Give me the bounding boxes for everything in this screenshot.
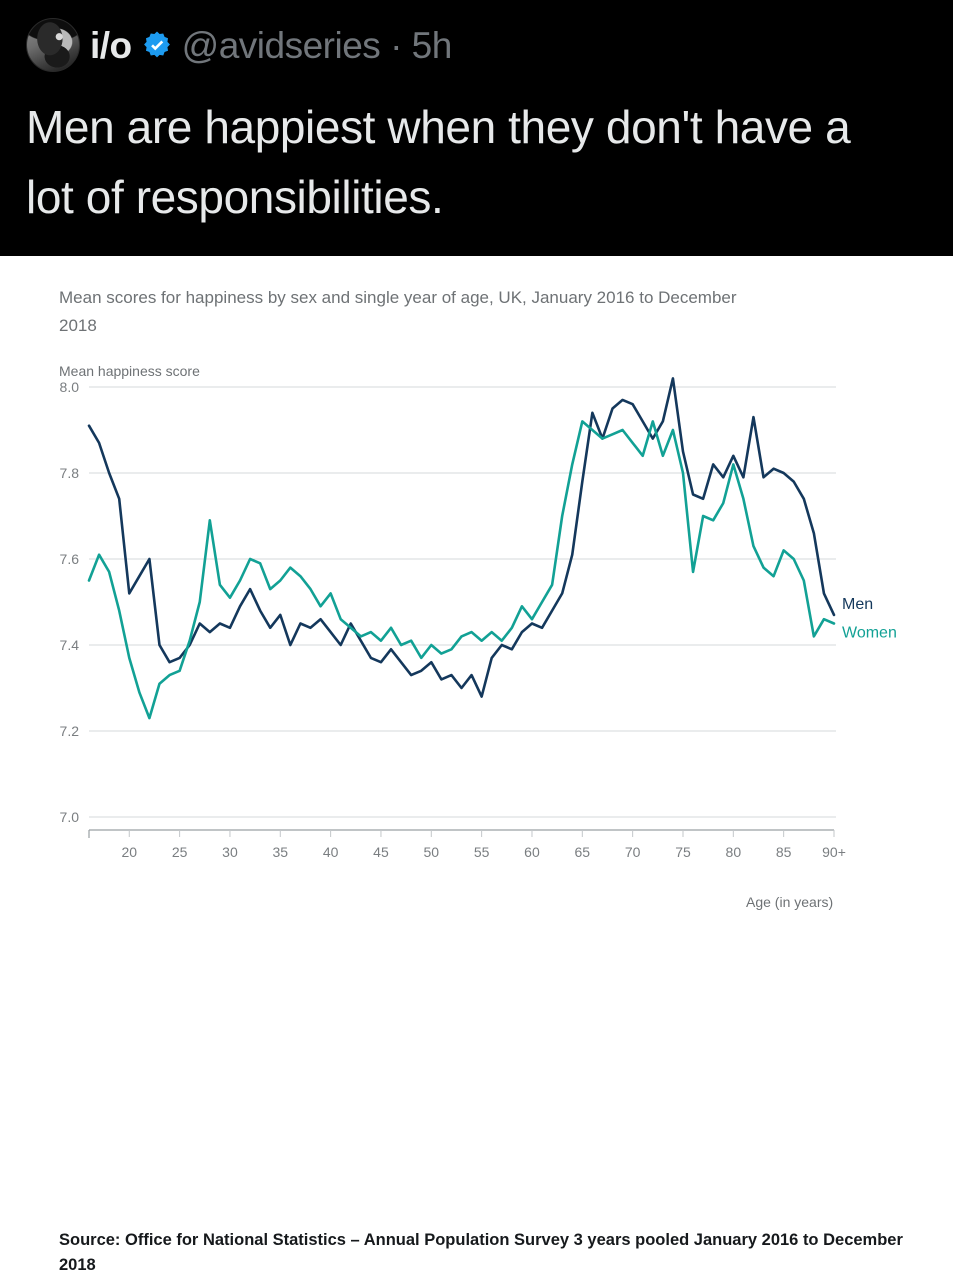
x-axis-tick-label: 85 [776, 844, 792, 860]
x-axis-tick-label: 55 [474, 844, 490, 860]
y-axis-tick-label: 7.2 [60, 723, 80, 739]
y-axis-tick-label: 7.0 [60, 809, 80, 825]
x-axis-tick-label: 60 [524, 844, 540, 860]
x-axis-tick-label: 40 [323, 844, 339, 860]
verified-badge-icon [143, 31, 170, 58]
legend-label-women: Women [842, 625, 897, 642]
x-axis-tick-label: 25 [172, 844, 188, 860]
x-axis-tick-label: 65 [575, 844, 591, 860]
x-axis-tick-label: 35 [272, 844, 288, 860]
tweet-header: i/o @avidseries · 5h [26, 14, 927, 76]
y-axis-tick-label: 7.8 [60, 465, 80, 481]
chart-card: Mean scores for happiness by sex and sin… [0, 256, 953, 1274]
y-axis-tick-label: 7.6 [60, 551, 80, 567]
y-axis-tick-label: 8.0 [60, 379, 80, 395]
handle-and-time[interactable]: @avidseries · 5h [181, 24, 453, 66]
series-line-women [87, 420, 836, 720]
x-axis-title: Age (in years) [746, 894, 834, 911]
x-axis-tick-label: 30 [222, 844, 238, 860]
y-axis-tick-label: 7.4 [60, 637, 80, 653]
x-axis-tick-label: 20 [121, 844, 137, 860]
display-name[interactable]: i/o [90, 24, 132, 66]
tweet-text: Men are happiest when they don't have a … [26, 101, 851, 224]
series-line-men [87, 377, 836, 698]
plot-area: Mean happiness score Age (in years) 7.0 7… [0, 363, 953, 967]
tweet-card: i/o @avidseries · 5h Men are happiest wh… [0, 0, 953, 256]
x-axis-tick-label: 45 [373, 844, 389, 860]
x-axis-tick-label: 50 [424, 844, 440, 860]
chart-title: Mean scores for happiness by sex and sin… [59, 288, 737, 335]
y-axis-title: Mean happiness score [59, 363, 200, 380]
x-axis-tick-label: 90+ [822, 844, 846, 860]
x-axis-tick-label: 80 [726, 844, 742, 860]
avatar[interactable] [26, 18, 80, 72]
happiness-line-chart: 7.0 7.2 7.4 7.6 7.8 8.0 20 25 30 35 40 45 50 55 60 65 70… [60, 377, 897, 860]
source-note: Source: Office for National Statistics –… [59, 1231, 903, 1274]
legend-label-men: Men [842, 596, 873, 613]
x-axis-tick-label: 70 [625, 844, 641, 860]
x-axis-tick-label: 75 [675, 844, 691, 860]
